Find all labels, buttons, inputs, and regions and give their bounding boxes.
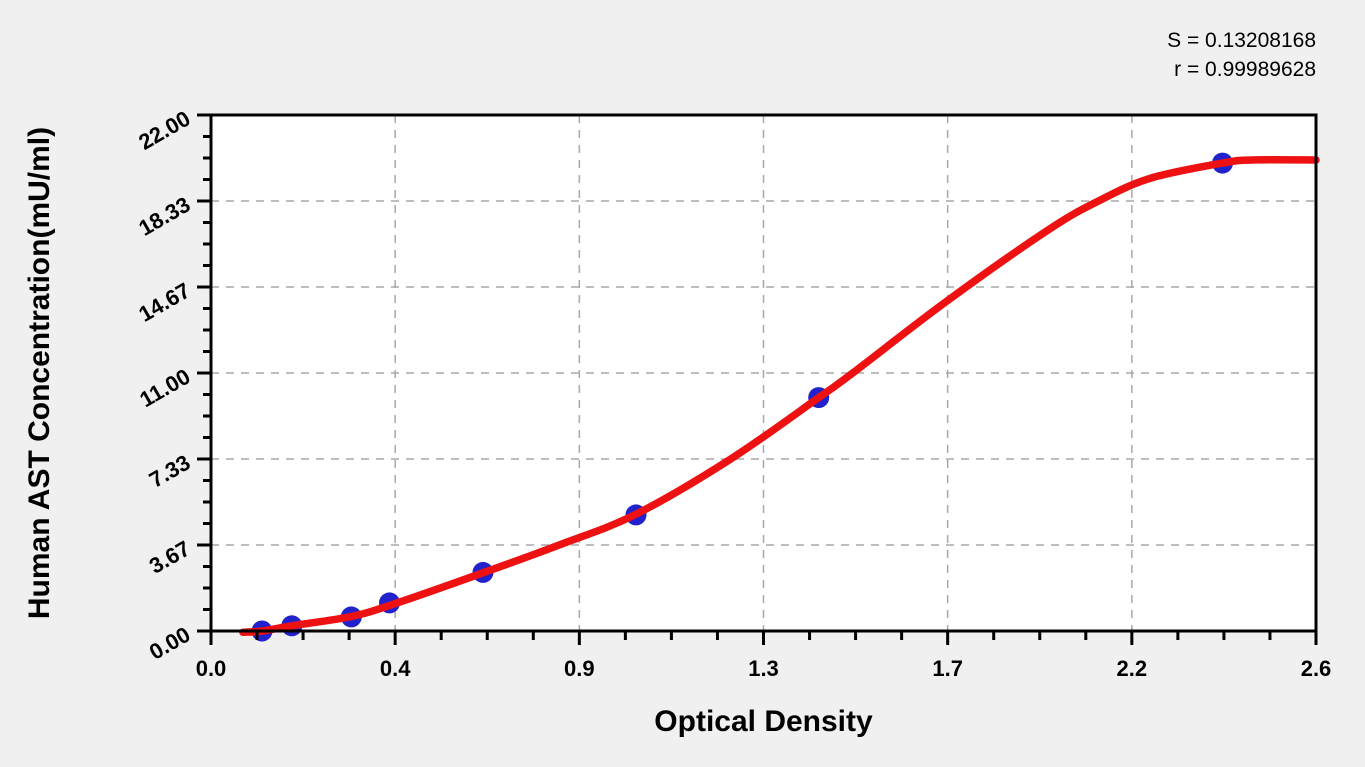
y-tick-label: 7.33: [145, 450, 195, 493]
x-tick-label: 2.6: [1301, 656, 1332, 681]
x-axis-title: Optical Density: [654, 705, 873, 738]
y-tick-label: 3.67: [145, 536, 195, 579]
y-axis-title-wrap: Human AST Concentration(mU/ml): [8, 115, 72, 631]
y-tick-label: 18.33: [134, 192, 194, 241]
fit-r-value: r = 0.99989628: [1174, 58, 1316, 81]
x-tick-label: 1.7: [932, 656, 963, 681]
fit-statistics: S = 0.13208168 r = 0.99989628: [1167, 26, 1316, 84]
x-tick-label: 0.4: [380, 656, 411, 681]
y-tick-label: 11.00: [135, 364, 194, 413]
x-tick-label: 0.9: [564, 656, 595, 681]
x-tick-label: 1.3: [748, 656, 779, 681]
y-tick-label: 14.67: [134, 278, 194, 327]
y-tick-label: 22.00: [134, 106, 194, 155]
y-axis-title: Human AST Concentration(mU/ml): [23, 126, 56, 620]
x-tick-label: 0.0: [196, 656, 227, 681]
fit-s-value: S = 0.13208168: [1167, 29, 1316, 52]
x-tick-label: 2.2: [1117, 656, 1148, 681]
y-tick-label: 0.00: [145, 622, 195, 665]
fitted-curve: [239, 156, 1320, 636]
